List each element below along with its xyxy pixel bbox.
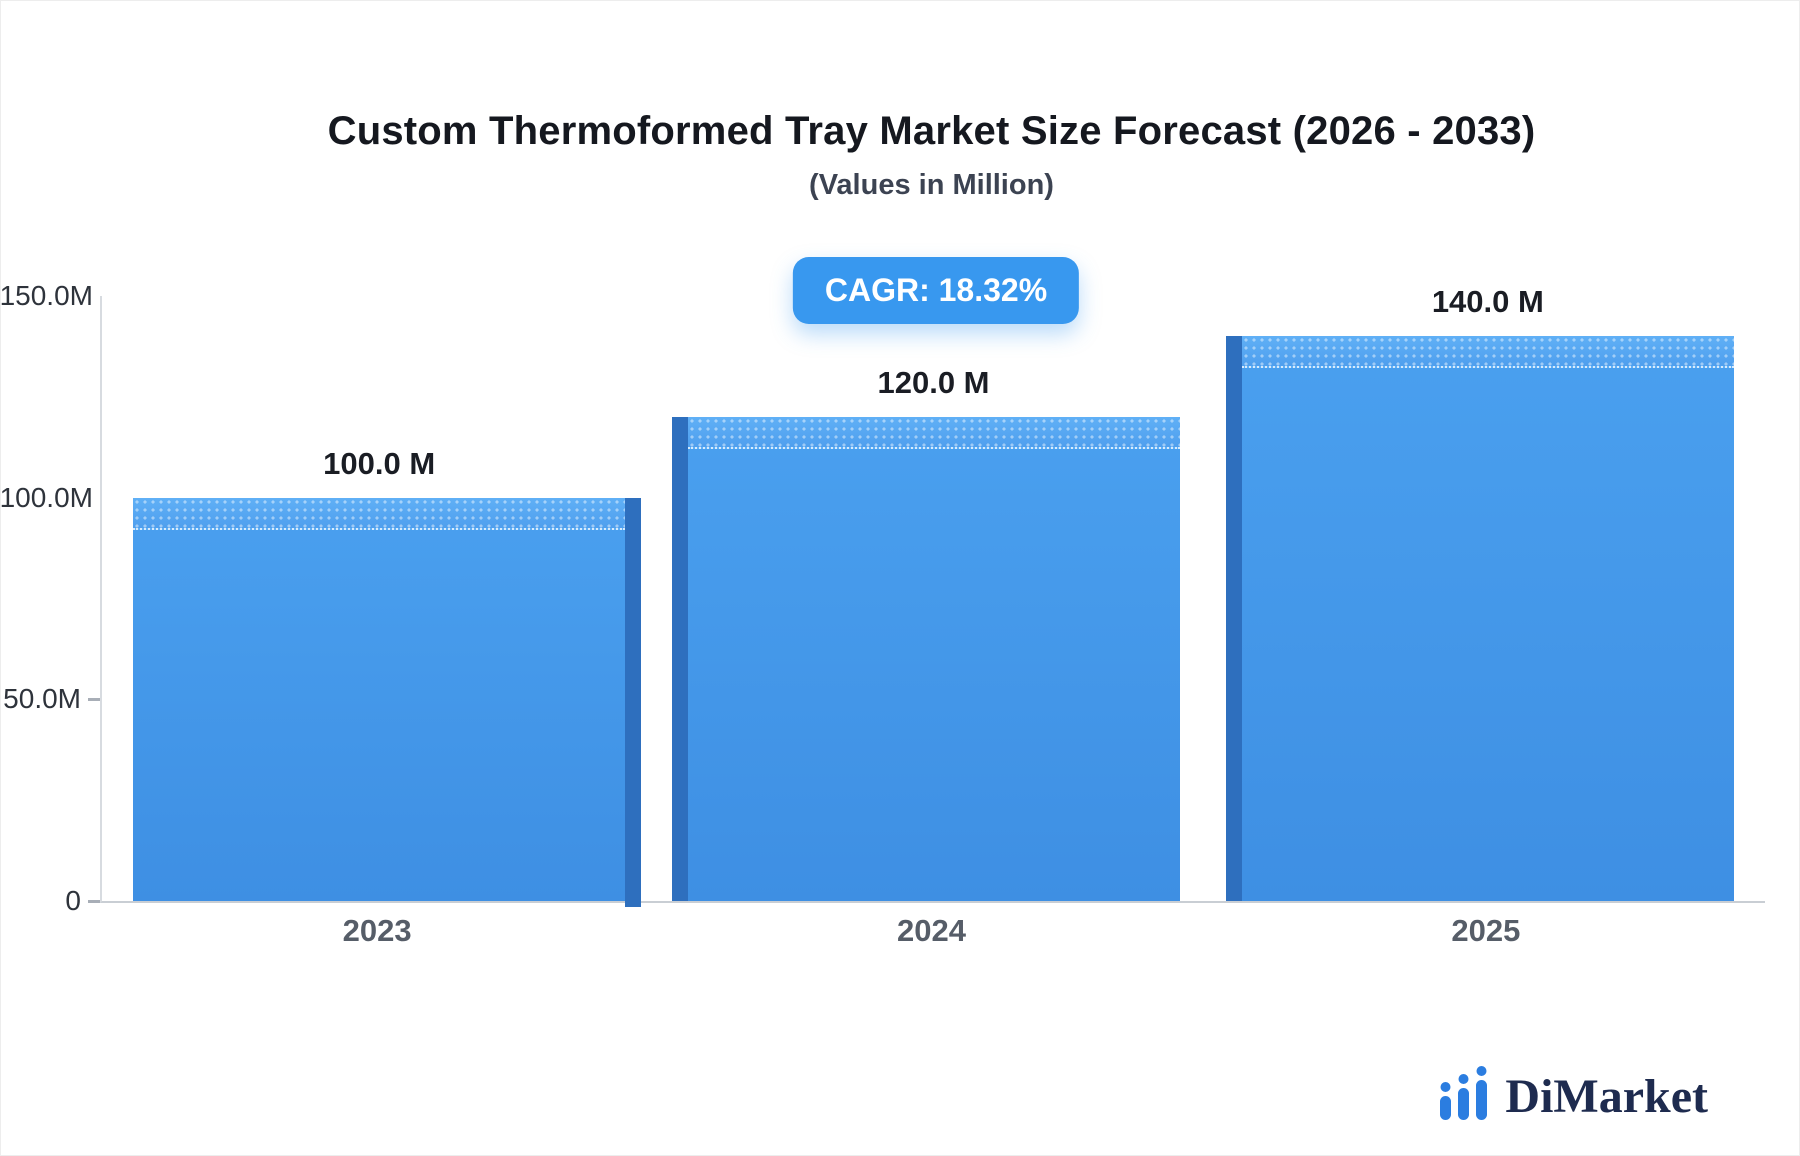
- y-tick: 50.0M: [1, 683, 100, 715]
- y-tick-label: 100.0M: [0, 481, 93, 513]
- x-tick-label: 2025: [1451, 913, 1521, 948]
- y-tick: 0: [1, 885, 100, 917]
- plot-area: 100.0 M 120.0 M 140.0 M: [100, 284, 1765, 908]
- bar-value-label: 120.0 M: [877, 365, 990, 400]
- cagr-badge: CAGR: 18.32%: [792, 257, 1080, 324]
- bar-2025: [1225, 336, 1734, 901]
- chart-subtitle: (Values in Million): [809, 169, 1054, 201]
- y-axis: 150.0M 100.0M 50.0M 0: [1, 280, 100, 916]
- bar-value-label: 140.0 M: [1431, 284, 1544, 320]
- y-tick: 150.0M: [1, 280, 100, 312]
- y-tick-mark: [88, 697, 100, 701]
- y-tick-label: 50.0M: [3, 683, 81, 715]
- bar-2024: [671, 417, 1180, 901]
- brand-logo-text: DiMarket: [1505, 1070, 1708, 1123]
- x-axis: 2023 2024 2025: [100, 913, 1763, 957]
- chart-title: Custom Thermoformed Tray Market Size For…: [327, 109, 1536, 153]
- y-tick-mark: [88, 899, 100, 903]
- bar-chart-logo-icon: [1440, 1066, 1488, 1120]
- y-tick-label: 0: [65, 885, 81, 916]
- x-tick-label: 2023: [342, 913, 412, 948]
- x-tick-label: 2024: [897, 913, 966, 948]
- y-tick-label: 150.0M: [0, 280, 93, 311]
- brand-logo: DiMarket: [1437, 1065, 1708, 1121]
- bar-2023: [133, 497, 642, 908]
- y-tick: 100.0M: [1, 482, 100, 514]
- bar-value-label: 100.0 M: [323, 445, 436, 481]
